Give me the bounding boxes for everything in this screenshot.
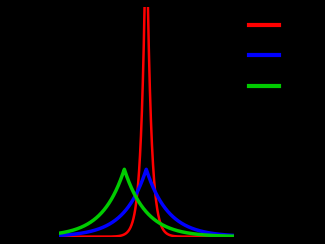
Legend: , , : , , — [244, 14, 286, 98]
